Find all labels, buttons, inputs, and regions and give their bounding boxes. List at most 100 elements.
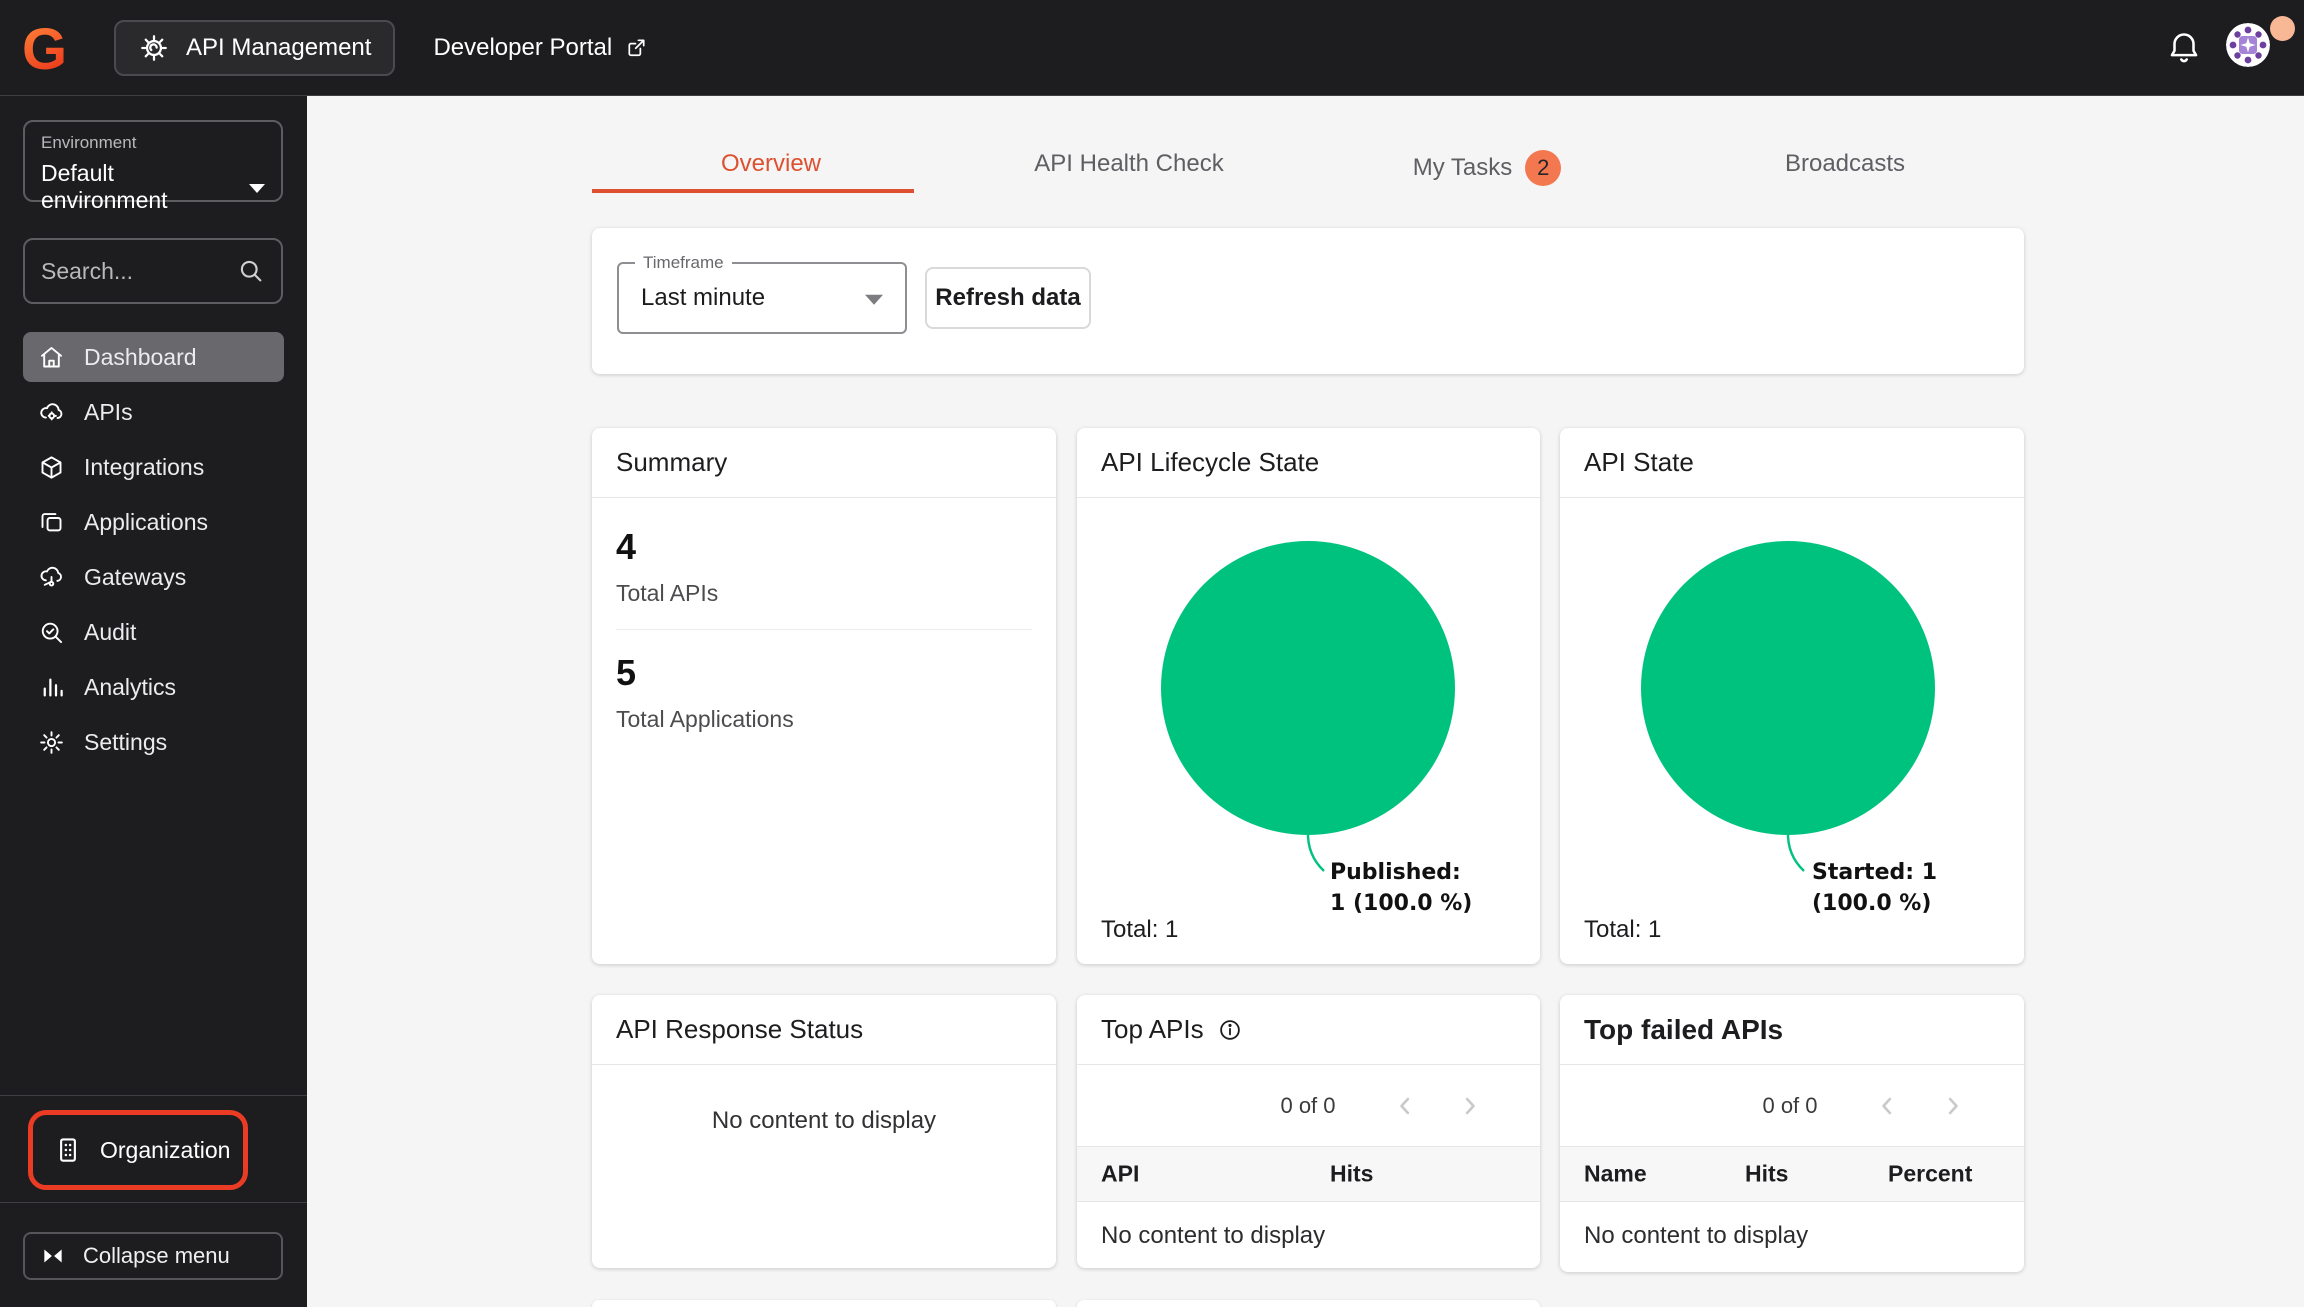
notifications-bell-icon[interactable] bbox=[2165, 29, 2203, 67]
sidebar-item-organization[interactable]: Organization bbox=[28, 1110, 248, 1190]
pie-annotation: Published: 1 (100.0 %) bbox=[1330, 858, 1472, 920]
topbar: G API Management Developer Portal bbox=[0, 0, 2304, 96]
sidebar-item-dashboard[interactable]: Dashboard bbox=[23, 332, 284, 382]
column-header-api: API bbox=[1101, 1161, 1139, 1188]
api-state-card: API State Started: 1 (100.0 %) Total: 1 bbox=[1560, 428, 2024, 964]
my-tasks-badge: 2 bbox=[1525, 150, 1561, 186]
chevron-left-icon[interactable] bbox=[1873, 1092, 1901, 1120]
pagination-row: 0 of 0 bbox=[1560, 1065, 2024, 1147]
svg-text:G: G bbox=[22, 17, 67, 81]
bar-chart-icon bbox=[38, 674, 65, 701]
timeframe-select[interactable]: Timeframe Last minute bbox=[617, 262, 907, 334]
sidebar-item-integrations[interactable]: Integrations bbox=[23, 442, 284, 492]
chevron-left-icon[interactable] bbox=[1391, 1092, 1419, 1120]
gear-icon bbox=[38, 729, 65, 756]
tab-broadcasts[interactable]: Broadcasts bbox=[1666, 140, 2024, 192]
timeframe-value: Last minute bbox=[641, 284, 765, 312]
top-apis-card: Top APIs 0 of 0 API Hits No content to d… bbox=[1077, 995, 1540, 1268]
info-icon[interactable] bbox=[1217, 1017, 1243, 1043]
sidebar-nav: Dashboard APIs Integrations bbox=[23, 332, 284, 767]
table-header-row: Name Hits Percent bbox=[1560, 1147, 2024, 1202]
collapse-menu-label: Collapse menu bbox=[83, 1243, 230, 1269]
sidebar-item-label: Gateways bbox=[84, 564, 186, 591]
app-switcher-label: API Management bbox=[186, 34, 371, 62]
sidebar-item-analytics[interactable]: Analytics bbox=[23, 662, 284, 712]
sidebar-item-apis[interactable]: APIs bbox=[23, 387, 284, 437]
api-response-status-title: API Response Status bbox=[592, 995, 1056, 1065]
search-input[interactable] bbox=[41, 258, 227, 285]
sidebar-item-label: Dashboard bbox=[84, 344, 197, 371]
sidebar-item-label: Integrations bbox=[84, 454, 204, 481]
divider bbox=[616, 629, 1032, 630]
chevron-down-icon bbox=[865, 295, 883, 305]
sidebar-item-label: Settings bbox=[84, 729, 167, 756]
magnifier-check-icon bbox=[38, 619, 65, 646]
environment-value: Default environment bbox=[41, 160, 237, 214]
state-pie-chart[interactable] bbox=[1641, 541, 1935, 835]
gravitee-logo[interactable]: G bbox=[22, 15, 80, 81]
chevron-down-icon bbox=[249, 184, 265, 193]
tab-bar: Overview API Health Check My Tasks 2 Bro… bbox=[592, 140, 2024, 192]
windows-icon bbox=[38, 509, 65, 536]
table-header-row: API Hits bbox=[1077, 1147, 1540, 1202]
total-label: Total: 1 bbox=[1101, 916, 1178, 944]
environment-selector[interactable]: Environment Default environment bbox=[23, 120, 283, 202]
tab-label: My Tasks bbox=[1413, 154, 1513, 182]
timeframe-label: Timeframe bbox=[635, 253, 732, 273]
sidebar-item-settings[interactable]: Settings bbox=[23, 717, 284, 767]
environment-label: Environment bbox=[41, 133, 265, 153]
column-header-percent: Percent bbox=[1888, 1161, 1972, 1188]
next-card-sliver bbox=[592, 1300, 1056, 1307]
lifecycle-pie-chart[interactable] bbox=[1161, 541, 1455, 835]
column-header-hits: Hits bbox=[1745, 1161, 1788, 1188]
sidebar-item-gateways[interactable]: Gateways bbox=[23, 552, 284, 602]
total-apis-label: Total APIs bbox=[616, 580, 1032, 607]
app-switcher-api-management[interactable]: API Management bbox=[114, 20, 395, 76]
empty-state-text: No content to display bbox=[1077, 1202, 1540, 1270]
organization-building-icon bbox=[53, 1135, 83, 1165]
chevron-right-icon[interactable] bbox=[1456, 1092, 1484, 1120]
cloud-gear-icon bbox=[38, 399, 65, 426]
next-card-sliver bbox=[1077, 1300, 1540, 1307]
pie-annotation: Started: 1 (100.0 %) bbox=[1812, 858, 1937, 920]
cloud-node-icon bbox=[38, 564, 65, 591]
refresh-data-button[interactable]: Refresh data bbox=[925, 267, 1091, 329]
total-label: Total: 1 bbox=[1584, 916, 1661, 944]
column-header-hits: Hits bbox=[1330, 1161, 1373, 1188]
tab-label: Broadcasts bbox=[1785, 150, 1905, 178]
user-avatar[interactable] bbox=[2226, 23, 2270, 67]
sidebar-item-label: Audit bbox=[84, 619, 136, 646]
apim-cog-icon bbox=[138, 32, 170, 64]
top-failed-apis-title: Top failed APIs bbox=[1560, 995, 2024, 1065]
search-icon bbox=[237, 257, 265, 285]
external-link-icon bbox=[625, 36, 648, 59]
sidebar-search[interactable] bbox=[23, 238, 283, 304]
collapse-icon bbox=[40, 1243, 66, 1269]
total-apis-value: 4 bbox=[616, 526, 1032, 568]
api-response-status-card: API Response Status No content to displa… bbox=[592, 995, 1056, 1268]
developer-portal-label: Developer Portal bbox=[433, 34, 612, 62]
pagination-count: 0 of 0 bbox=[1280, 1093, 1335, 1119]
tab-label: Overview bbox=[721, 150, 821, 178]
tab-overview[interactable]: Overview bbox=[592, 140, 950, 192]
top-apis-title: Top APIs bbox=[1101, 1014, 1204, 1045]
cube-icon bbox=[38, 454, 65, 481]
chevron-right-icon[interactable] bbox=[1939, 1092, 1967, 1120]
sidebar-divider bbox=[0, 1095, 307, 1096]
tab-api-health-check[interactable]: API Health Check bbox=[950, 140, 1308, 192]
empty-state-text: No content to display bbox=[592, 1107, 1056, 1135]
summary-card: Summary 4 Total APIs 5 Total Application… bbox=[592, 428, 1056, 964]
sidebar-item-applications[interactable]: Applications bbox=[23, 497, 284, 547]
column-header-name: Name bbox=[1584, 1161, 1647, 1188]
sidebar-item-label: APIs bbox=[84, 399, 133, 426]
api-lifecycle-state-title: API Lifecycle State bbox=[1077, 428, 1540, 498]
presence-dot bbox=[2270, 16, 2295, 41]
top-failed-apis-card: Top failed APIs 0 of 0 Name Hits Percent… bbox=[1560, 995, 2024, 1272]
collapse-menu-button[interactable]: Collapse menu bbox=[23, 1232, 283, 1280]
main-content: Overview API Health Check My Tasks 2 Bro… bbox=[307, 96, 2304, 1307]
tab-my-tasks[interactable]: My Tasks 2 bbox=[1308, 140, 1666, 192]
total-applications-label: Total Applications bbox=[616, 706, 1032, 733]
pagination-count: 0 of 0 bbox=[1762, 1093, 1817, 1119]
sidebar-item-audit[interactable]: Audit bbox=[23, 607, 284, 657]
developer-portal-link[interactable]: Developer Portal bbox=[433, 34, 648, 62]
